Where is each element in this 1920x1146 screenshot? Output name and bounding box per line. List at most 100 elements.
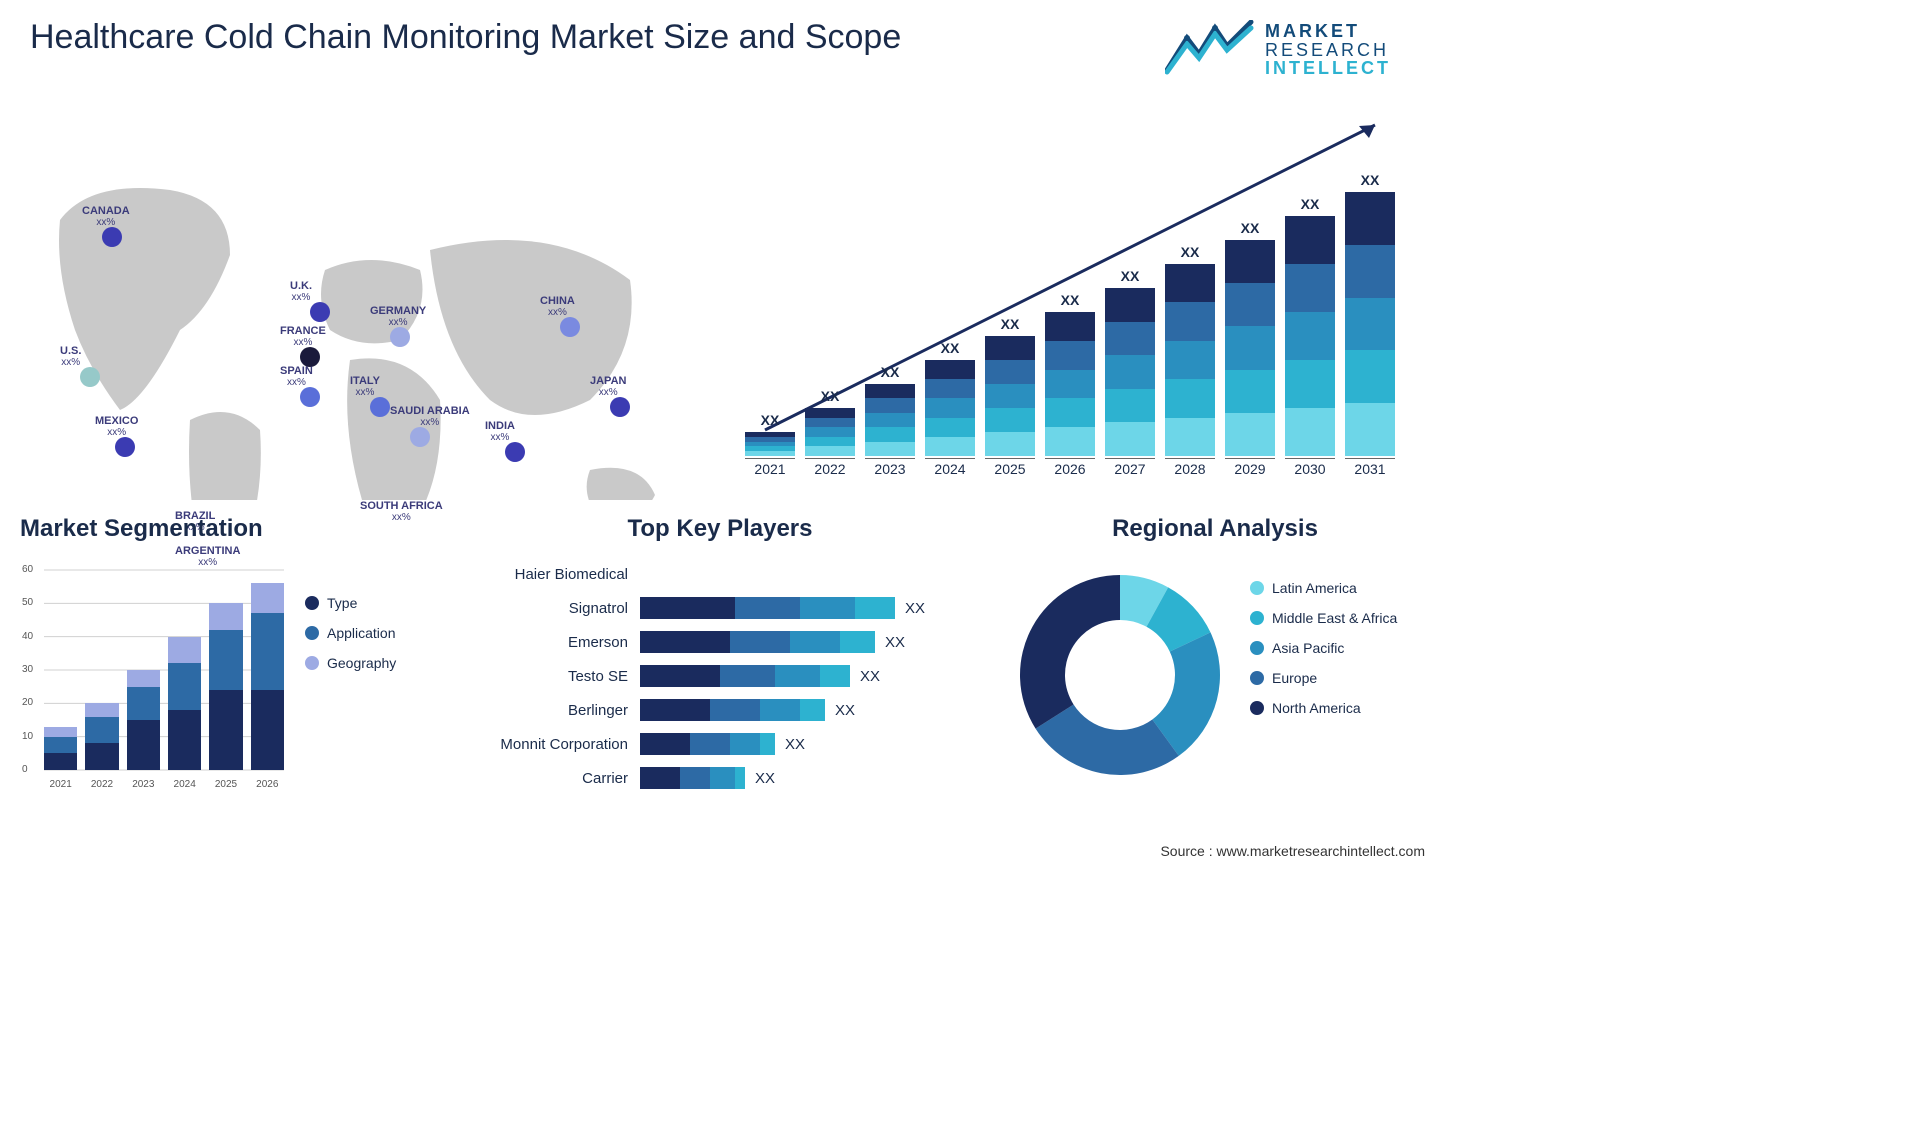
donut-slice [1036,704,1179,775]
key-player-value: XX [885,634,905,651]
legend-item: Asia Pacific [1250,640,1397,656]
key-players-panel: Top Key Players Haier BiomedicalSignatro… [470,515,970,795]
legend-swatch [305,596,319,610]
map-country-label: U.S.xx% [60,345,81,368]
legend-label: Geography [327,655,396,671]
growth-year-label: 2029 [1225,458,1275,480]
map-country-label: JAPANxx% [590,375,626,398]
legend-label: Middle East & Africa [1272,610,1397,626]
growth-bar: XX [1105,268,1155,456]
segmentation-bar [44,727,77,770]
growth-year-label: 2024 [925,458,975,480]
growth-bar-value: XX [881,364,900,380]
logo-line-2: RESEARCH [1265,41,1391,60]
seg-y-tick: 40 [22,631,33,642]
legend-item: Europe [1250,670,1397,686]
growth-year-label: 2022 [805,458,855,480]
legend-label: Application [327,625,396,641]
legend-swatch [1250,611,1264,625]
growth-bar: XX [1345,172,1395,456]
regional-title: Regional Analysis [1000,515,1430,543]
segmentation-bar [127,670,160,770]
key-player-row: Monnit Corporation XX [470,730,970,758]
map-country-label: FRANCExx% [280,325,326,348]
market-segmentation-panel: Market Segmentation 20212022202320242025… [20,515,440,795]
key-player-value: XX [785,736,805,753]
map-country-label: CHINAxx% [540,295,575,318]
source-attribution: Source : www.marketresearchintellect.com [1160,843,1425,859]
growth-bar-value: XX [1301,196,1320,212]
growth-year-label: 2031 [1345,458,1395,480]
segmentation-year-label: 2021 [44,779,77,790]
logo-line-1: MARKET [1265,22,1391,41]
growth-year-label: 2025 [985,458,1035,480]
growth-bar-value: XX [1241,220,1260,236]
key-player-name: Berlinger [470,702,640,719]
legend-item: Application [305,625,396,641]
legend-item: Latin America [1250,580,1397,596]
map-country-label: GERMANYxx% [370,305,426,328]
growth-bar: XX [1045,292,1095,456]
key-player-value: XX [755,770,775,787]
regional-analysis-panel: Regional Analysis Latin America Middle Ea… [1000,515,1430,795]
logo-line-3: INTELLECT [1265,59,1391,78]
key-player-name: Monnit Corporation [470,736,640,753]
seg-y-tick: 0 [22,764,28,775]
legend-label: Latin America [1272,580,1357,596]
logo-icon [1165,20,1255,80]
seg-y-tick: 60 [22,564,33,575]
growth-year-label: 2023 [865,458,915,480]
segmentation-legend: Type Application Geography [305,595,396,671]
seg-y-tick: 20 [22,697,33,708]
segmentation-bar [209,603,242,770]
map-country-label: SPAINxx% [280,365,313,388]
seg-y-tick: 10 [22,731,33,742]
growth-bar-value: XX [1121,268,1140,284]
legend-swatch [305,626,319,640]
legend-item: Geography [305,655,396,671]
key-player-row: Carrier XX [470,764,970,792]
growth-bar: XX [1165,244,1215,456]
key-players-list: Haier BiomedicalSignatrolXXEmersonXXTest… [470,560,970,792]
segmentation-bar [168,637,201,770]
segmentation-year-label: 2024 [168,779,201,790]
growth-bar-chart: XXXXXXXXXXXXXXXXXXXXXX 20212022202320242… [745,110,1395,480]
legend-label: North America [1272,700,1361,716]
seg-y-tick: 50 [22,597,33,608]
growth-bar: XX [925,340,975,456]
key-player-row: Testo SEXX [470,662,970,690]
map-country-label: U.K.xx% [290,280,312,303]
seg-y-tick: 30 [22,664,33,675]
key-player-name: Signatrol [470,600,640,617]
key-player-name: Carrier [470,770,640,787]
growth-bar-value: XX [761,412,780,428]
segmentation-bar [85,703,118,770]
key-player-row: Haier Biomedical [470,560,970,588]
legend-item: Middle East & Africa [1250,610,1397,626]
growth-bar-value: XX [941,340,960,356]
legend-swatch [1250,581,1264,595]
legend-swatch [305,656,319,670]
legend-swatch [1250,641,1264,655]
legend-label: Type [327,595,357,611]
growth-bar: XX [1285,196,1335,456]
growth-bar-value: XX [821,388,840,404]
key-player-row: Berlinger XX [470,696,970,724]
legend-label: Europe [1272,670,1317,686]
legend-swatch [1250,701,1264,715]
key-player-name: Haier Biomedical [470,566,640,583]
regional-donut [1010,565,1230,785]
growth-bar: XX [745,412,795,456]
segmentation-year-label: 2026 [251,779,284,790]
growth-bar: XX [1225,220,1275,456]
growth-bar-value: XX [1181,244,1200,260]
regional-legend: Latin America Middle East & Africa Asia Pa… [1250,580,1397,716]
growth-bar: XX [865,364,915,456]
segmentation-year-label: 2022 [85,779,118,790]
key-player-row: EmersonXX [470,628,970,656]
growth-year-label: 2027 [1105,458,1155,480]
key-player-value: XX [835,702,855,719]
growth-bar: XX [805,388,855,456]
key-player-value: XX [860,668,880,685]
map-country-label: INDIAxx% [485,420,515,443]
